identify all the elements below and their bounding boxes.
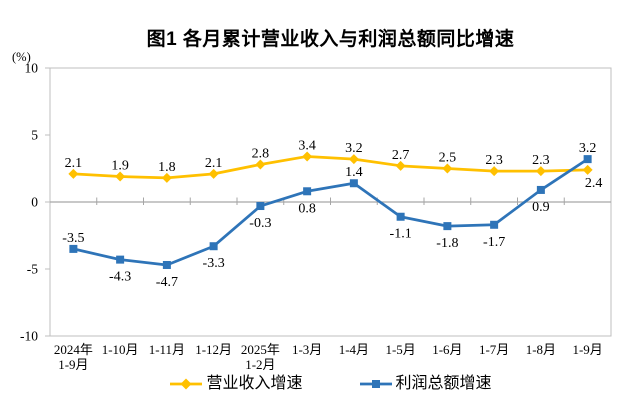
x-axis-label: 1-11月: [149, 342, 185, 357]
x-axis-label: 1-12月: [195, 342, 232, 357]
revenue-marker: [161, 172, 172, 183]
revenue-marker: [302, 151, 313, 162]
x-axis-label: 1-2月: [245, 357, 275, 372]
revenue-value-label: 3.2: [345, 141, 363, 156]
profit-marker: [162, 260, 171, 269]
y-axis-unit-label: (%): [12, 50, 31, 64]
profit-line: [72, 157, 589, 267]
x-axis-label: 2024年: [54, 342, 93, 357]
profit-value-label: -1.8: [436, 236, 458, 251]
revenue-marker: [489, 166, 500, 177]
x-axis-label: 1-6月: [432, 342, 462, 357]
profit-marker: [443, 222, 452, 231]
profit-series-swatch-icon: [359, 380, 392, 388]
x-axis-label: 1-10月: [102, 342, 139, 357]
revenue-value-label: 1.8: [158, 160, 176, 175]
profit-marker: [583, 155, 592, 164]
y-axis-label: 10: [25, 61, 39, 76]
y-axis-label: 5: [31, 128, 38, 143]
chart-title: 图1 各月累计营业收入与利润总额同比增速: [146, 29, 515, 50]
profit-value-label: -3.3: [203, 256, 225, 271]
profit-value-label: -4.7: [156, 275, 178, 290]
revenue-marker: [442, 163, 453, 174]
profit-value-label: 0.9: [532, 200, 550, 215]
x-axis-label: 1-7月: [479, 342, 509, 357]
profit-marker: [396, 212, 405, 221]
profit-legend-label: 利润总额增速: [395, 375, 492, 392]
revenue-line: [72, 155, 589, 180]
revenue-value-label: 2.7: [392, 148, 410, 163]
profit-value-label: -0.3: [249, 216, 271, 231]
revenue-marker: [68, 168, 79, 179]
profit-value-label: -1.7: [483, 235, 505, 250]
revenue-marker: [535, 166, 546, 177]
revenue-value-label: 2.5: [439, 151, 457, 166]
revenue-marker: [395, 160, 406, 171]
revenue-value-label: 2.8: [252, 146, 270, 161]
profit-value-label: 3.2: [579, 141, 597, 156]
revenue-marker: [208, 168, 219, 179]
profit-marker: [349, 179, 358, 188]
revenue-marker: [115, 171, 126, 182]
profit-value-label: 0.8: [298, 201, 316, 216]
x-axis-label: 1-4月: [339, 342, 369, 357]
legend: 营业收入增速 利润总额增速: [50, 376, 611, 392]
profit-marker: [303, 187, 312, 196]
revenue-swatch-diamond-icon: [180, 378, 192, 390]
revenue-marker: [348, 154, 359, 165]
x-axis-label: 2025年: [241, 342, 280, 357]
revenue-value-label: 1.9: [111, 159, 129, 174]
revenue-value-label: 3.4: [298, 138, 316, 153]
revenue-value-label: 2.1: [65, 156, 83, 171]
legend-item-profit: 利润总额增速: [359, 376, 492, 392]
profit-marker: [116, 255, 125, 264]
profit-value-label: -1.1: [390, 227, 412, 242]
y-axis-label: 0: [31, 195, 38, 210]
y-axis-label: -10: [20, 329, 38, 344]
profit-marker: [209, 242, 218, 251]
x-axis-label: 1-3月: [292, 342, 322, 357]
profit-value-label: 1.4: [345, 165, 363, 180]
x-axis-label: 1-9月: [58, 357, 88, 372]
profit-marker: [490, 220, 499, 229]
profit-marker: [536, 185, 545, 194]
revenue-series-swatch-icon: [170, 378, 203, 390]
revenue-value-label: 2.1: [205, 156, 223, 171]
revenue-legend-label: 营业收入增速: [206, 375, 303, 392]
profit-marker: [256, 202, 265, 211]
profit-marker: [69, 244, 78, 253]
revenue-value-label: 2.3: [532, 153, 550, 168]
revenue-marker: [582, 164, 593, 175]
profit-value-label: -4.3: [109, 270, 131, 285]
revenue-marker: [255, 159, 266, 170]
legend-item-revenue: 营业收入增速: [169, 375, 303, 392]
profit-value-label: -3.5: [62, 231, 84, 246]
x-axis-label: 1-8月: [526, 342, 556, 357]
revenue-value-label: 2.4: [585, 176, 603, 191]
y-axis-label: -5: [27, 262, 38, 277]
x-axis-label: 1-5月: [385, 342, 415, 357]
x-axis-label: 1-9月: [572, 342, 602, 357]
revenue-value-label: 2.3: [485, 153, 503, 168]
profit-swatch-square-icon: [371, 380, 380, 388]
